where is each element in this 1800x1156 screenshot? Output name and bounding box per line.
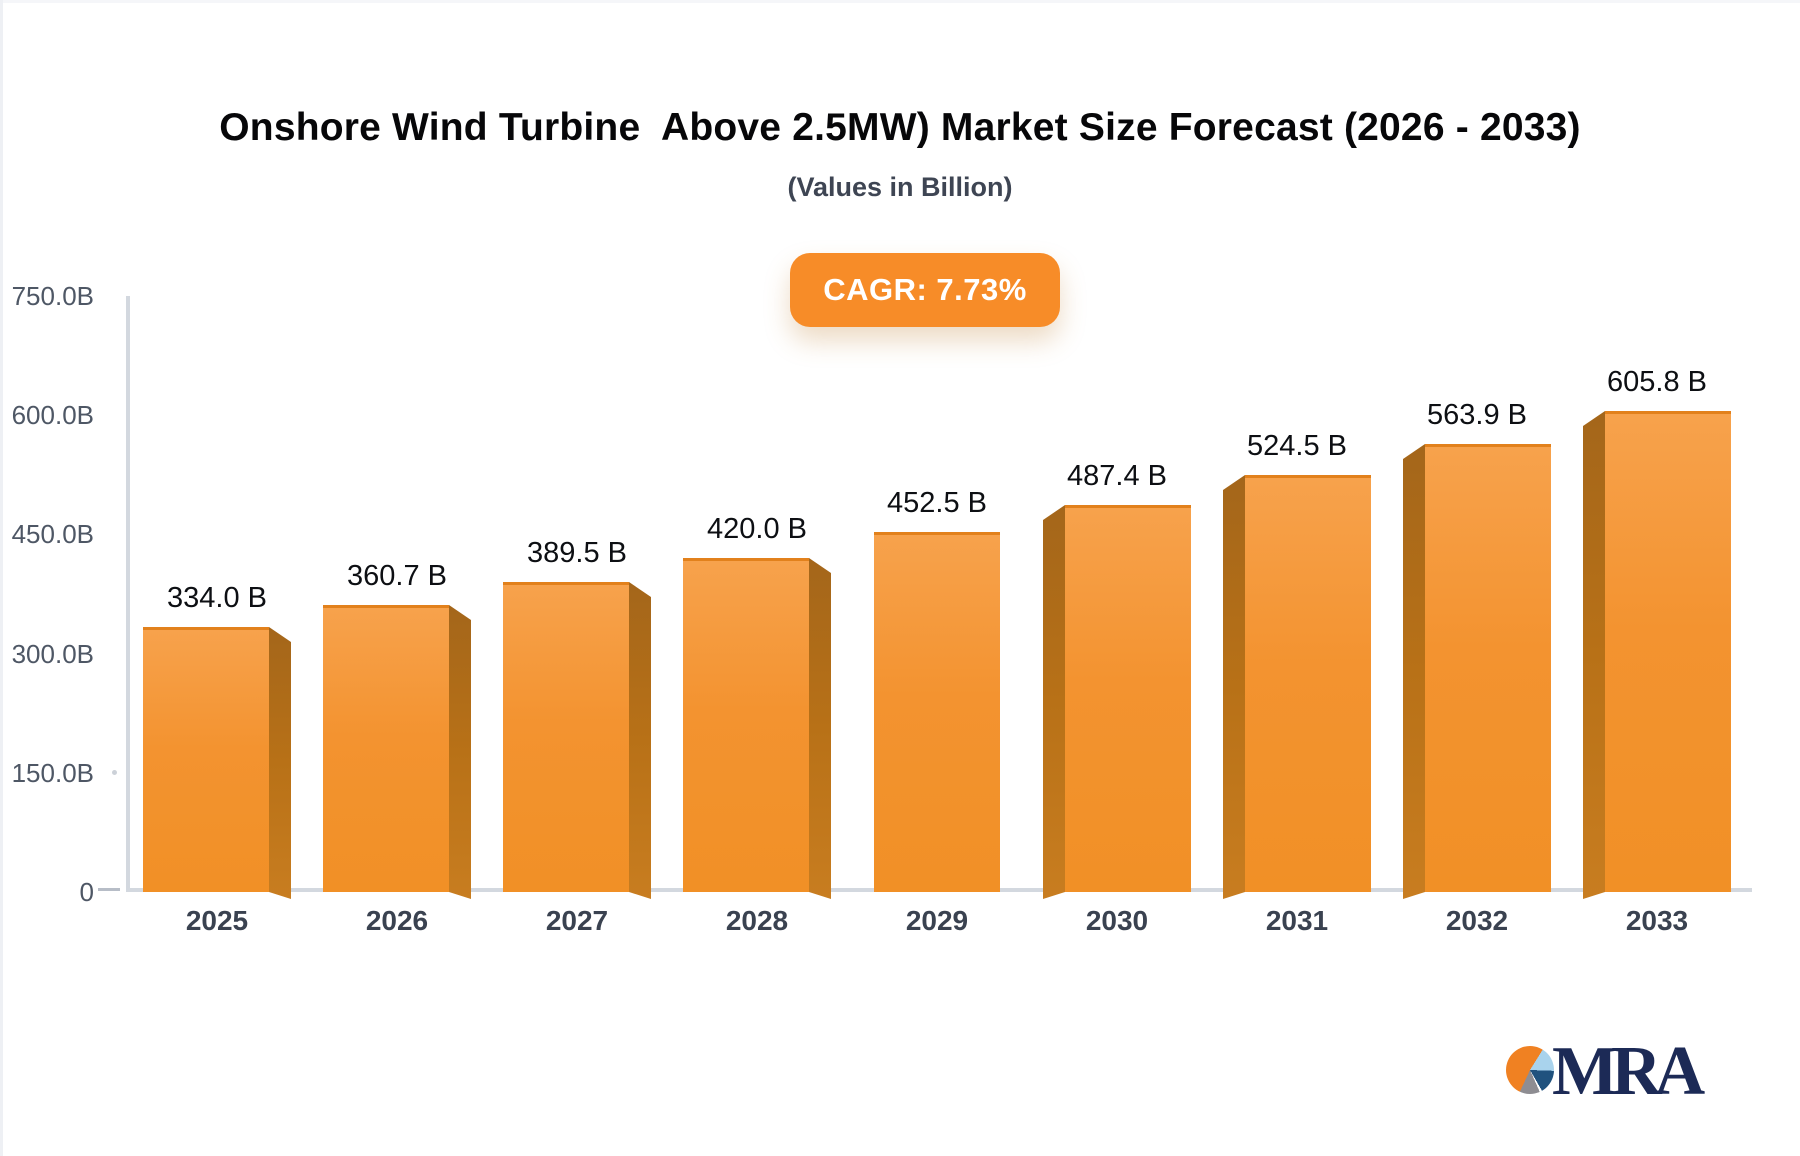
- x-tick-label: 2029: [905, 905, 969, 936]
- bar-2026: [323, 605, 449, 892]
- bar-side-face: [1043, 505, 1065, 899]
- logo-text: MRA: [1552, 1033, 1705, 1110]
- chart-subtitle: (Values in Billion): [787, 172, 1013, 202]
- left-edge-divider: [0, 0, 3, 1156]
- bar-side-face: [449, 605, 471, 899]
- x-tick-label: 2030: [1085, 905, 1149, 936]
- bar-2032: [1425, 444, 1551, 892]
- bar-value-label: 420.0 B: [707, 513, 807, 545]
- x-tick-label: 2028: [725, 905, 789, 936]
- bar-value-label: 605.8 B: [1607, 366, 1707, 398]
- y-tick-label: 300.0B: [11, 638, 94, 669]
- bar-2029: [874, 532, 1000, 892]
- bar-side-face: [269, 627, 291, 899]
- bar-2025: [143, 627, 269, 892]
- bar-2033: [1605, 411, 1731, 892]
- bar-2028: [683, 558, 809, 892]
- x-tick-label: 2025: [185, 905, 249, 936]
- x-tick-label: 2031: [1265, 905, 1329, 936]
- bar-value-label: 452.5 B: [887, 487, 987, 519]
- y-tick-label: 600.0B: [11, 400, 94, 431]
- bar-value-label: 487.4 B: [1067, 460, 1167, 492]
- x-tick-label: 2026: [365, 905, 429, 936]
- bar-value-label: 389.5 B: [527, 537, 627, 569]
- chart-title: Onshore Wind Turbine Above 2.5MW) Market…: [219, 106, 1581, 149]
- bar-value-label: 360.7 B: [347, 560, 447, 592]
- bar-value-label: 563.9 B: [1427, 399, 1527, 431]
- bar-2027: [503, 582, 629, 892]
- x-tick-label: 2033: [1625, 905, 1689, 936]
- y-tick-label: 450.0B: [11, 519, 94, 550]
- pie-chart-logo-icon: [1506, 1046, 1554, 1094]
- y-axis-line: [126, 296, 130, 892]
- bar-side-face: [629, 582, 651, 899]
- x-tick-label: 2027: [545, 905, 609, 936]
- y-tick-label: 750.0B: [11, 281, 94, 311]
- bar-side-face: [1403, 444, 1425, 899]
- bar-side-face: [809, 558, 831, 899]
- tick-150-dot: [112, 770, 117, 775]
- y-tick-label: 0: [79, 877, 94, 907]
- bar-2031: [1245, 475, 1371, 892]
- top-edge-divider: [0, 0, 1800, 3]
- zero-tick-mark: [98, 888, 120, 891]
- bar-side-face: [1583, 411, 1605, 899]
- cagr-badge: CAGR: 7.73%: [790, 253, 1060, 327]
- bar-value-label: 524.5 B: [1247, 430, 1347, 462]
- x-tick-label: 2032: [1445, 905, 1509, 936]
- y-tick-label: 150.0B: [11, 757, 94, 788]
- bar-value-label: 334.0 B: [167, 582, 267, 614]
- bar-side-face: [1223, 475, 1245, 899]
- bar-2030: [1065, 505, 1191, 892]
